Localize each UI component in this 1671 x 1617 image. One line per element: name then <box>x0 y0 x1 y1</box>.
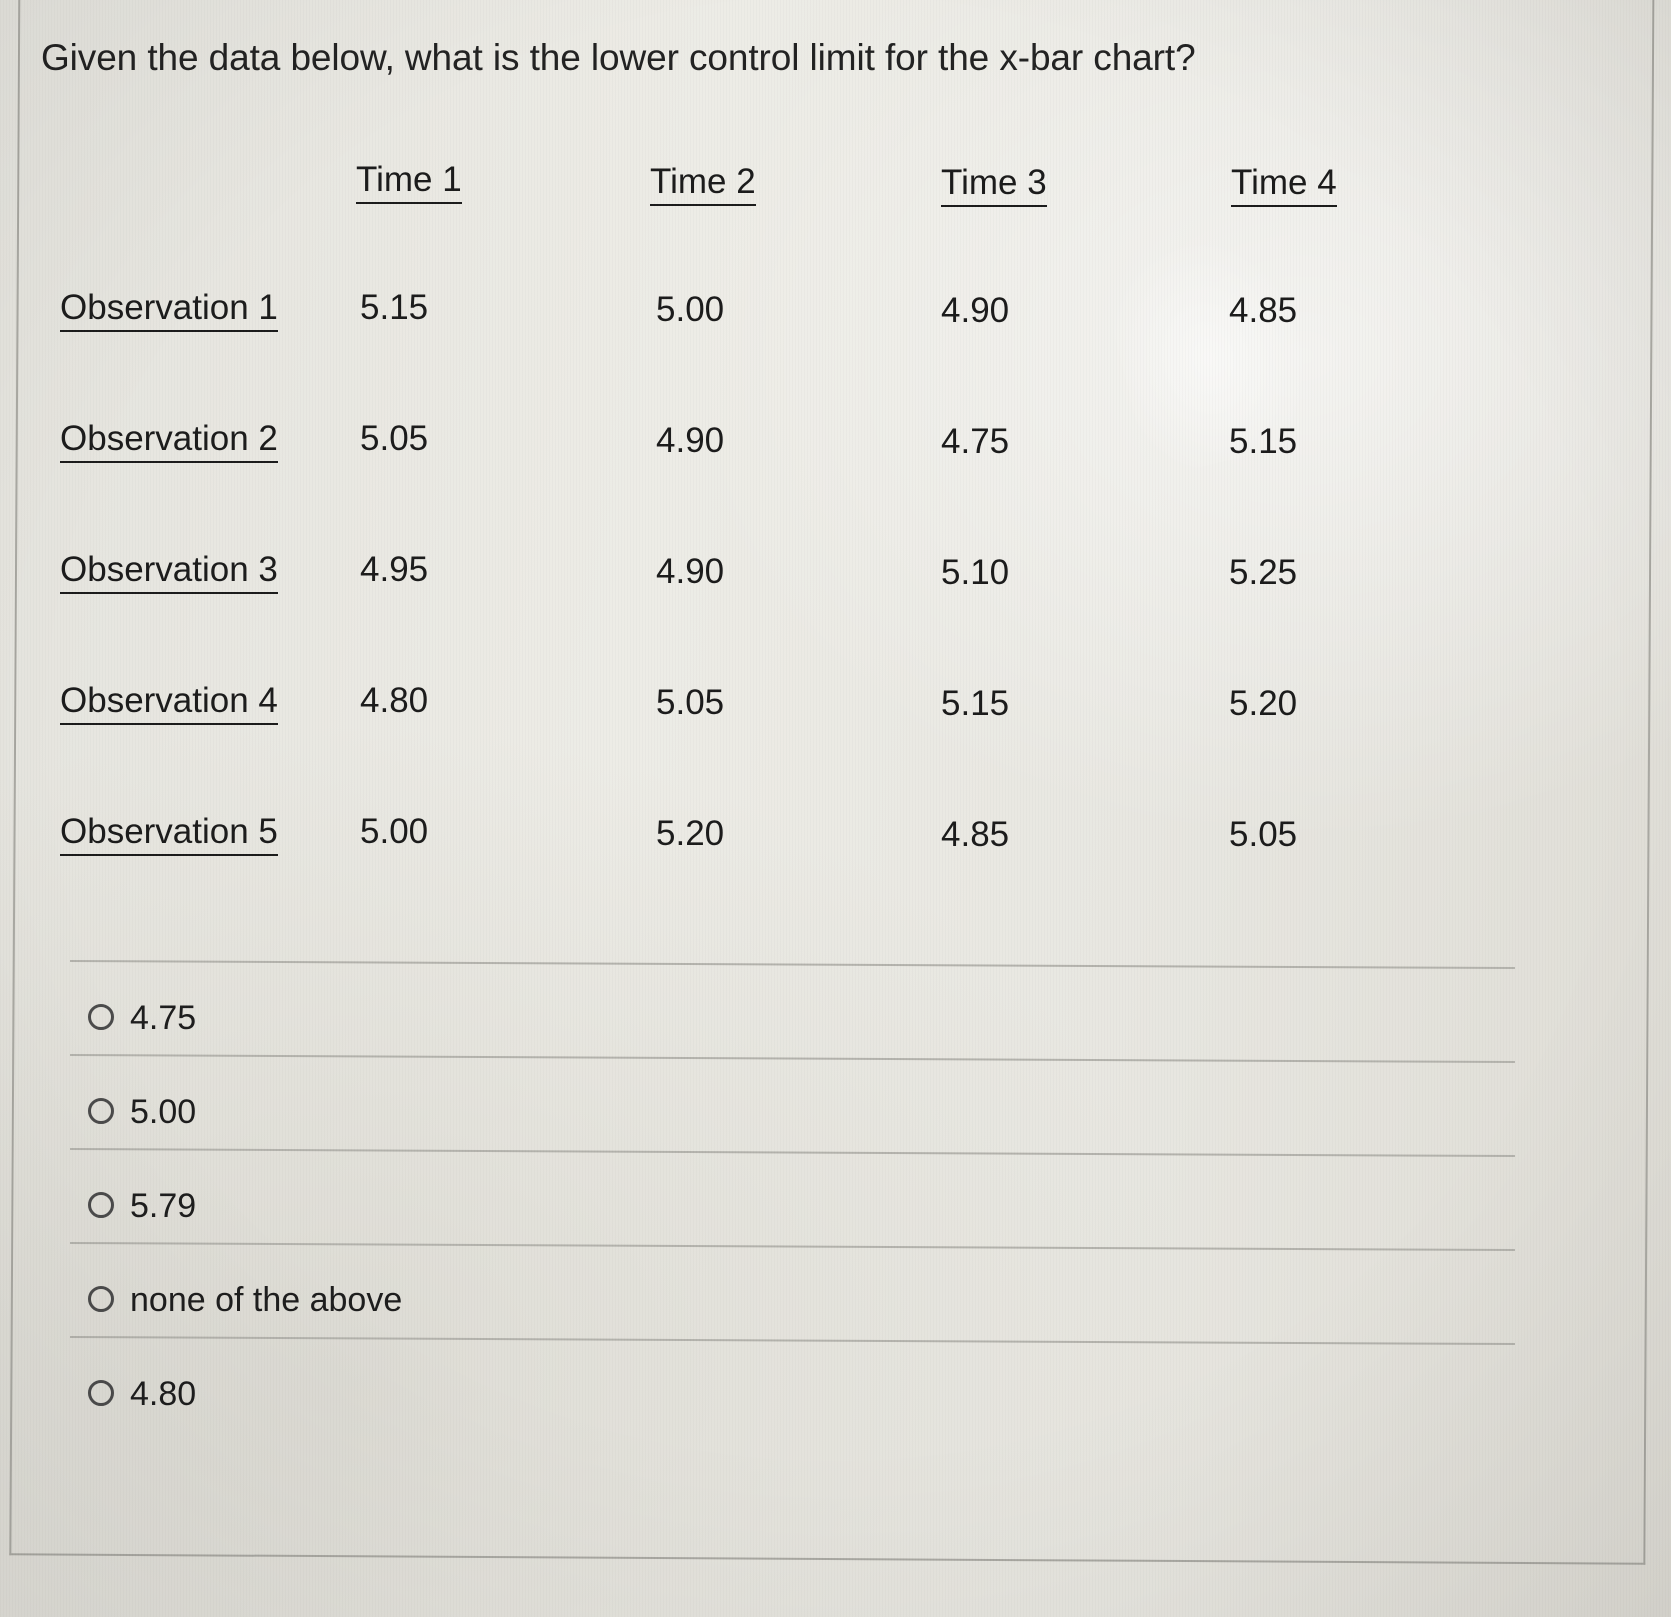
cell-obs1-time4: 4.85 <box>1229 291 1298 330</box>
answer-option-none-of-the-above[interactable]: none of the above <box>0 1242 1600 1336</box>
cell-obs2-time3: 4.75 <box>941 422 1010 461</box>
radio-button-icon[interactable] <box>88 1192 114 1218</box>
cell-obs3-time2: 4.90 <box>656 552 725 591</box>
cell-obs3-time3: 5.10 <box>941 553 1010 592</box>
cell-obs5-time3: 4.85 <box>941 815 1010 854</box>
answer-option-5-79[interactable]: 5.79 <box>0 1148 1600 1242</box>
radio-button-icon[interactable] <box>88 1004 114 1030</box>
cell-obs1-time1: 5.15 <box>360 288 429 327</box>
answer-options-list: 4.75 5.00 5.79 none of the above 4.8 <box>0 960 1600 1430</box>
answer-option-4-80[interactable]: 4.80 <box>0 1336 1600 1430</box>
option-divider <box>69 960 1515 970</box>
table-row: Observation 2 5.05 4.90 4.75 5.15 <box>0 419 1440 550</box>
answer-option-5-00[interactable]: 5.00 <box>0 1054 1600 1148</box>
cell-obs5-time1: 5.00 <box>360 812 429 851</box>
column-header-time-2: Time 2 <box>650 162 756 206</box>
option-label: 4.80 <box>130 1375 197 1413</box>
cell-obs5-time4: 5.05 <box>1229 815 1298 854</box>
cell-obs4-time4: 5.20 <box>1229 684 1298 723</box>
cell-obs4-time2: 5.05 <box>656 683 725 722</box>
option-divider <box>69 1336 1515 1346</box>
radio-button-icon[interactable] <box>88 1098 114 1124</box>
option-label: 4.75 <box>130 999 197 1037</box>
table-header-row: Time 1 Time 2 Time 3 Time 4 <box>0 160 1440 288</box>
cell-obs2-time2: 4.90 <box>656 421 725 460</box>
option-label: 5.00 <box>130 1093 197 1131</box>
observation-data-table: Time 1 Time 2 Time 3 Time 4 Observation … <box>0 160 1440 943</box>
option-label: 5.79 <box>130 1187 197 1225</box>
radio-button-icon[interactable] <box>88 1380 114 1406</box>
option-divider <box>69 1148 1515 1158</box>
table-row: Observation 3 4.95 4.90 5.10 5.25 <box>0 550 1440 681</box>
cell-obs3-time4: 5.25 <box>1229 553 1298 592</box>
table-row: Observation 4 4.80 5.05 5.15 5.20 <box>0 681 1440 812</box>
option-divider <box>69 1054 1515 1064</box>
row-label-observation-5: Observation 5 <box>60 812 278 856</box>
table-row: Observation 5 5.00 5.20 4.85 5.05 <box>0 812 1440 943</box>
row-label-observation-3: Observation 3 <box>60 550 278 594</box>
cell-obs4-time3: 5.15 <box>941 684 1010 723</box>
cell-obs2-time4: 5.15 <box>1229 422 1298 461</box>
row-label-observation-2: Observation 2 <box>60 419 278 463</box>
cell-obs4-time1: 4.80 <box>360 681 429 720</box>
row-label-observation-4: Observation 4 <box>60 681 278 725</box>
column-header-time-3: Time 3 <box>941 163 1047 207</box>
column-header-time-4: Time 4 <box>1231 163 1337 207</box>
table-row: Observation 1 5.15 5.00 4.90 4.85 <box>0 288 1440 419</box>
cell-obs1-time2: 5.00 <box>656 290 725 329</box>
cell-obs2-time1: 5.05 <box>360 419 429 458</box>
option-divider <box>69 1242 1515 1252</box>
answer-option-4-75[interactable]: 4.75 <box>0 960 1600 1054</box>
column-header-time-1: Time 1 <box>356 160 462 204</box>
cell-obs3-time1: 4.95 <box>360 550 429 589</box>
cell-obs1-time3: 4.90 <box>941 291 1010 330</box>
row-label-observation-1: Observation 1 <box>60 288 278 332</box>
radio-button-icon[interactable] <box>88 1286 114 1312</box>
option-label: none of the above <box>130 1281 403 1319</box>
question-prompt: Given the data below, what is the lower … <box>41 37 1196 78</box>
cell-obs5-time2: 5.20 <box>656 814 725 853</box>
